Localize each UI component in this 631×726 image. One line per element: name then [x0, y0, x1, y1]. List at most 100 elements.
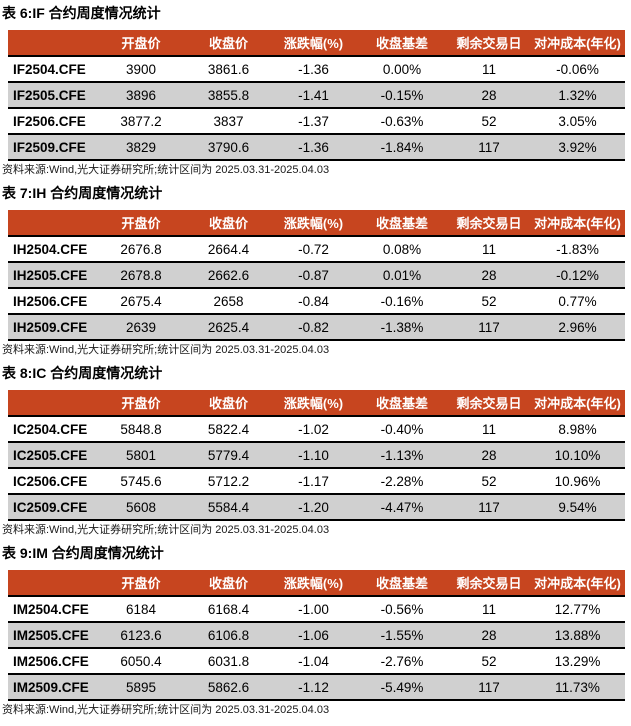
table-row: IM2504.CFE 6184 6168.4 -1.00 -0.56% 11 1…: [8, 595, 625, 622]
contract-cell: IM2506.CFE: [8, 647, 96, 674]
hedge-cost-cell: -0.12%: [530, 261, 625, 288]
col-header-change-pct: 涨跌幅(%): [271, 570, 356, 596]
table-title: 表 6:IF 合约周度情况统计: [2, 5, 161, 21]
change-pct-cell: -1.41: [271, 81, 356, 108]
close-basis-cell: -2.28%: [356, 467, 448, 494]
remaining-days-cell: 117: [448, 313, 530, 340]
close-basis-cell: 0.08%: [356, 235, 448, 262]
close-price-cell: 5822.4: [186, 415, 271, 442]
remaining-days-cell: 28: [448, 621, 530, 648]
hedge-cost-cell: 13.29%: [530, 647, 625, 674]
table-row: IF2505.CFE 3896 3855.8 -1.41 -0.15% 28 1…: [8, 81, 625, 108]
contract-cell: IH2504.CFE: [8, 235, 96, 262]
table-row: IH2509.CFE 2639 2625.4 -0.82 -1.38% 117 …: [8, 313, 625, 340]
change-pct-cell: -0.84: [271, 287, 356, 314]
col-header-close-basis: 收盘基差: [356, 210, 448, 236]
table-row: IC2509.CFE 5608 5584.4 -1.20 -4.47% 117 …: [8, 493, 625, 520]
open-price-cell: 2676.8: [96, 235, 186, 262]
if-table-section: 表 6:IF 合约周度情况统计 开盘价 收盘价 涨跌幅(%) 收盘基差 剩余交易…: [0, 0, 631, 180]
remaining-days-cell: 117: [448, 493, 530, 520]
table-row: IC2505.CFE 5801 5779.4 -1.10 -1.13% 28 1…: [8, 441, 625, 468]
col-header-open-price: 开盘价: [96, 30, 186, 56]
change-pct-cell: -1.04: [271, 647, 356, 674]
contract-cell: IC2506.CFE: [8, 467, 96, 494]
col-header-hedge-cost: 对冲成本(年化): [530, 390, 625, 416]
open-price-cell: 5895: [96, 673, 186, 700]
col-header-open-price: 开盘价: [96, 390, 186, 416]
open-price-cell: 5745.6: [96, 467, 186, 494]
close-price-cell: 3790.6: [186, 133, 271, 160]
close-price-cell: 2625.4: [186, 313, 271, 340]
col-header-hedge-cost: 对冲成本(年化): [530, 210, 625, 236]
close-price-cell: 6031.8: [186, 647, 271, 674]
open-price-cell: 6123.6: [96, 621, 186, 648]
hedge-cost-cell: 0.77%: [530, 287, 625, 314]
contract-cell: IF2505.CFE: [8, 81, 96, 108]
col-header-close-price: 收盘价: [186, 390, 271, 416]
close-basis-cell: -0.63%: [356, 107, 448, 134]
change-pct-cell: -1.17: [271, 467, 356, 494]
col-header-contract: [8, 390, 96, 416]
remaining-days-cell: 28: [448, 81, 530, 108]
hedge-cost-cell: -1.83%: [530, 235, 625, 262]
hedge-cost-cell: 13.88%: [530, 621, 625, 648]
close-price-cell: 5862.6: [186, 673, 271, 700]
close-basis-cell: -1.38%: [356, 313, 448, 340]
contract-cell: IM2509.CFE: [8, 673, 96, 700]
col-header-close-price: 收盘价: [186, 210, 271, 236]
remaining-days-cell: 11: [448, 55, 530, 82]
hedge-cost-cell: -0.06%: [530, 55, 625, 82]
close-price-cell: 3855.8: [186, 81, 271, 108]
col-header-change-pct: 涨跌幅(%): [271, 30, 356, 56]
col-header-contract: [8, 570, 96, 596]
change-pct-cell: -1.20: [271, 493, 356, 520]
table-row: IC2506.CFE 5745.6 5712.2 -1.17 -2.28% 52…: [8, 467, 625, 494]
change-pct-cell: -1.00: [271, 595, 356, 622]
col-header-open-price: 开盘价: [96, 570, 186, 596]
col-header-remaining-days: 剩余交易日: [448, 30, 530, 56]
remaining-days-cell: 52: [448, 287, 530, 314]
hedge-cost-cell: 2.96%: [530, 313, 625, 340]
close-basis-cell: -1.84%: [356, 133, 448, 160]
table-row: IF2506.CFE 3877.2 3837 -1.37 -0.63% 52 3…: [8, 107, 625, 134]
open-price-cell: 5801: [96, 441, 186, 468]
remaining-days-cell: 52: [448, 467, 530, 494]
hedge-cost-cell: 10.10%: [530, 441, 625, 468]
table-row: IM2506.CFE 6050.4 6031.8 -1.04 -2.76% 52…: [8, 647, 625, 674]
close-price-cell: 5584.4: [186, 493, 271, 520]
change-pct-cell: -1.12: [271, 673, 356, 700]
table-row: IH2504.CFE 2676.8 2664.4 -0.72 0.08% 11 …: [8, 235, 625, 262]
header-row: 开盘价 收盘价 涨跌幅(%) 收盘基差 剩余交易日 对冲成本(年化): [8, 30, 625, 56]
close-basis-cell: -0.40%: [356, 415, 448, 442]
open-price-cell: 5848.8: [96, 415, 186, 442]
close-price-cell: 3861.6: [186, 55, 271, 82]
table-title: 表 9:IM 合约周度情况统计: [2, 545, 164, 561]
change-pct-cell: -1.37: [271, 107, 356, 134]
col-header-close-basis: 收盘基差: [356, 570, 448, 596]
open-price-cell: 3829: [96, 133, 186, 160]
table-row: IM2505.CFE 6123.6 6106.8 -1.06 -1.55% 28…: [8, 621, 625, 648]
source-note: 资料来源:Wind,光大证券研究所;统计区间为 2025.03.31-2025.…: [2, 344, 330, 356]
close-price-cell: 5712.2: [186, 467, 271, 494]
contract-cell: IF2504.CFE: [8, 55, 96, 82]
close-price-cell: 6168.4: [186, 595, 271, 622]
contract-cell: IC2505.CFE: [8, 441, 96, 468]
hedge-cost-cell: 9.54%: [530, 493, 625, 520]
if-weekly-table: 开盘价 收盘价 涨跌幅(%) 收盘基差 剩余交易日 对冲成本(年化) IF250…: [8, 30, 625, 161]
im-weekly-table: 开盘价 收盘价 涨跌幅(%) 收盘基差 剩余交易日 对冲成本(年化) IM250…: [8, 570, 625, 701]
col-header-close-basis: 收盘基差: [356, 30, 448, 56]
close-basis-cell: 0.01%: [356, 261, 448, 288]
contract-cell: IC2504.CFE: [8, 415, 96, 442]
contract-cell: IM2505.CFE: [8, 621, 96, 648]
header-row: 开盘价 收盘价 涨跌幅(%) 收盘基差 剩余交易日 对冲成本(年化): [8, 210, 625, 236]
open-price-cell: 5608: [96, 493, 186, 520]
col-header-remaining-days: 剩余交易日: [448, 210, 530, 236]
remaining-days-cell: 11: [448, 415, 530, 442]
contract-cell: IH2505.CFE: [8, 261, 96, 288]
col-header-close-price: 收盘价: [186, 570, 271, 596]
open-price-cell: 3877.2: [96, 107, 186, 134]
table-row: IH2506.CFE 2675.4 2658 -0.84 -0.16% 52 0…: [8, 287, 625, 314]
open-price-cell: 2639: [96, 313, 186, 340]
col-header-remaining-days: 剩余交易日: [448, 390, 530, 416]
